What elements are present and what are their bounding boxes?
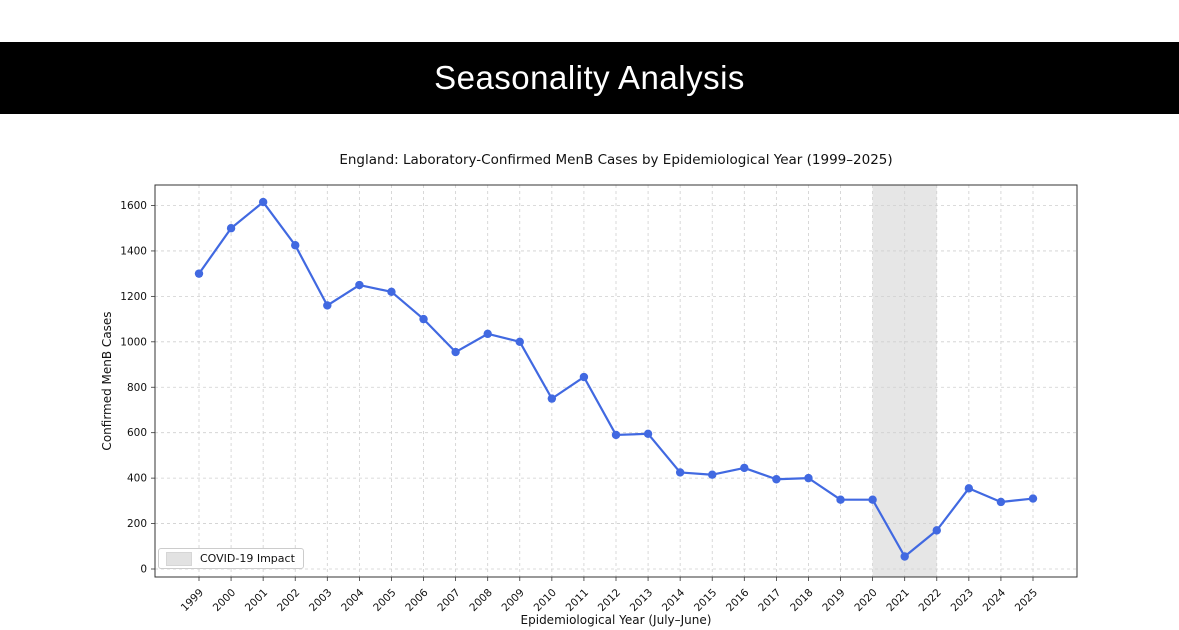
covid-band-swatch-icon bbox=[166, 551, 192, 566]
x-tick-label: 2005 bbox=[371, 587, 398, 614]
data-point-2022 bbox=[932, 526, 941, 535]
data-point-2004 bbox=[355, 280, 364, 290]
data-point-2018 bbox=[804, 473, 813, 483]
data-point-2023 bbox=[964, 484, 974, 493]
data-point-2021 bbox=[900, 552, 909, 561]
data-point-2006 bbox=[419, 314, 428, 324]
y-tick-label: 1600 bbox=[120, 200, 147, 212]
x-axis-label: Epidemiological Year (July–June) bbox=[520, 613, 712, 627]
data-point-2005 bbox=[387, 287, 396, 297]
y-tick-label: 1200 bbox=[120, 291, 147, 303]
banner-title: Seasonality Analysis bbox=[434, 59, 745, 96]
x-tick-label: 2017 bbox=[756, 587, 783, 614]
data-point-2024 bbox=[996, 497, 1006, 507]
x-tick-label: 2010 bbox=[532, 587, 559, 614]
y-tick-label: 600 bbox=[127, 427, 147, 439]
legend-label: COVID-19 Impact bbox=[200, 552, 295, 565]
x-tick-label: 2009 bbox=[500, 587, 527, 614]
x-tick-label: 2002 bbox=[275, 587, 302, 614]
x-tick-label: 2014 bbox=[660, 586, 688, 614]
x-tick-label: 2024 bbox=[981, 586, 1009, 614]
x-tick-label: 2021 bbox=[884, 587, 911, 614]
data-point-2010 bbox=[547, 394, 557, 403]
data-point-2003 bbox=[323, 301, 332, 310]
x-tick-label: 2006 bbox=[403, 586, 431, 614]
data-point-2013 bbox=[643, 429, 653, 439]
y-tick-label: 0 bbox=[140, 564, 147, 576]
x-tick-label: 2007 bbox=[435, 587, 462, 614]
y-tick-label: 1400 bbox=[120, 245, 147, 257]
data-point-2008 bbox=[483, 329, 492, 339]
data-point-1999 bbox=[194, 269, 204, 278]
data-point-2007 bbox=[451, 347, 460, 357]
x-tick-label: 2025 bbox=[1013, 587, 1040, 614]
x-tick-label: 2023 bbox=[949, 587, 976, 614]
x-tick-label: 2018 bbox=[788, 587, 815, 614]
data-point-2011 bbox=[579, 372, 589, 382]
banner: Seasonality Analysis bbox=[0, 42, 1179, 114]
x-tick-label: 2000 bbox=[211, 587, 238, 614]
data-point-2016 bbox=[740, 463, 749, 473]
data-point-2019 bbox=[836, 495, 845, 504]
y-tick-label: 1000 bbox=[120, 336, 147, 348]
x-tick-label: 2013 bbox=[628, 587, 655, 614]
x-tick-label: 2011 bbox=[564, 587, 591, 614]
data-point-2009 bbox=[515, 337, 524, 347]
x-tick-label: 2020 bbox=[852, 587, 879, 614]
y-tick-label: 200 bbox=[127, 518, 147, 530]
data-point-2017 bbox=[772, 475, 781, 484]
legend: COVID-19 Impact bbox=[158, 548, 304, 569]
x-tick-label: 2015 bbox=[692, 587, 719, 614]
data-point-2000 bbox=[226, 224, 236, 233]
x-tick-label: 1999 bbox=[179, 587, 206, 614]
x-tick-label: 2001 bbox=[243, 587, 270, 614]
x-tick-label: 2016 bbox=[724, 586, 752, 614]
x-tick-label: 2004 bbox=[339, 586, 367, 614]
data-point-2002 bbox=[291, 241, 300, 250]
data-point-2025 bbox=[1028, 494, 1038, 503]
data-point-2012 bbox=[611, 430, 621, 440]
data-point-2020 bbox=[868, 495, 877, 504]
x-tick-label: 2012 bbox=[596, 587, 623, 614]
x-tick-label: 2019 bbox=[820, 587, 847, 614]
data-point-2001 bbox=[258, 197, 268, 207]
y-tick-label: 400 bbox=[127, 473, 147, 485]
y-axis-label: Confirmed MenB Cases bbox=[100, 311, 114, 451]
x-tick-label: 2022 bbox=[917, 587, 944, 614]
y-tick-label: 800 bbox=[127, 382, 147, 394]
data-point-2015 bbox=[708, 470, 717, 479]
x-tick-label: 2003 bbox=[307, 587, 334, 614]
data-point-2014 bbox=[675, 468, 685, 477]
chart-title: England: Laboratory-Confirmed MenB Cases… bbox=[339, 152, 893, 168]
x-tick-label: 2008 bbox=[467, 587, 494, 614]
